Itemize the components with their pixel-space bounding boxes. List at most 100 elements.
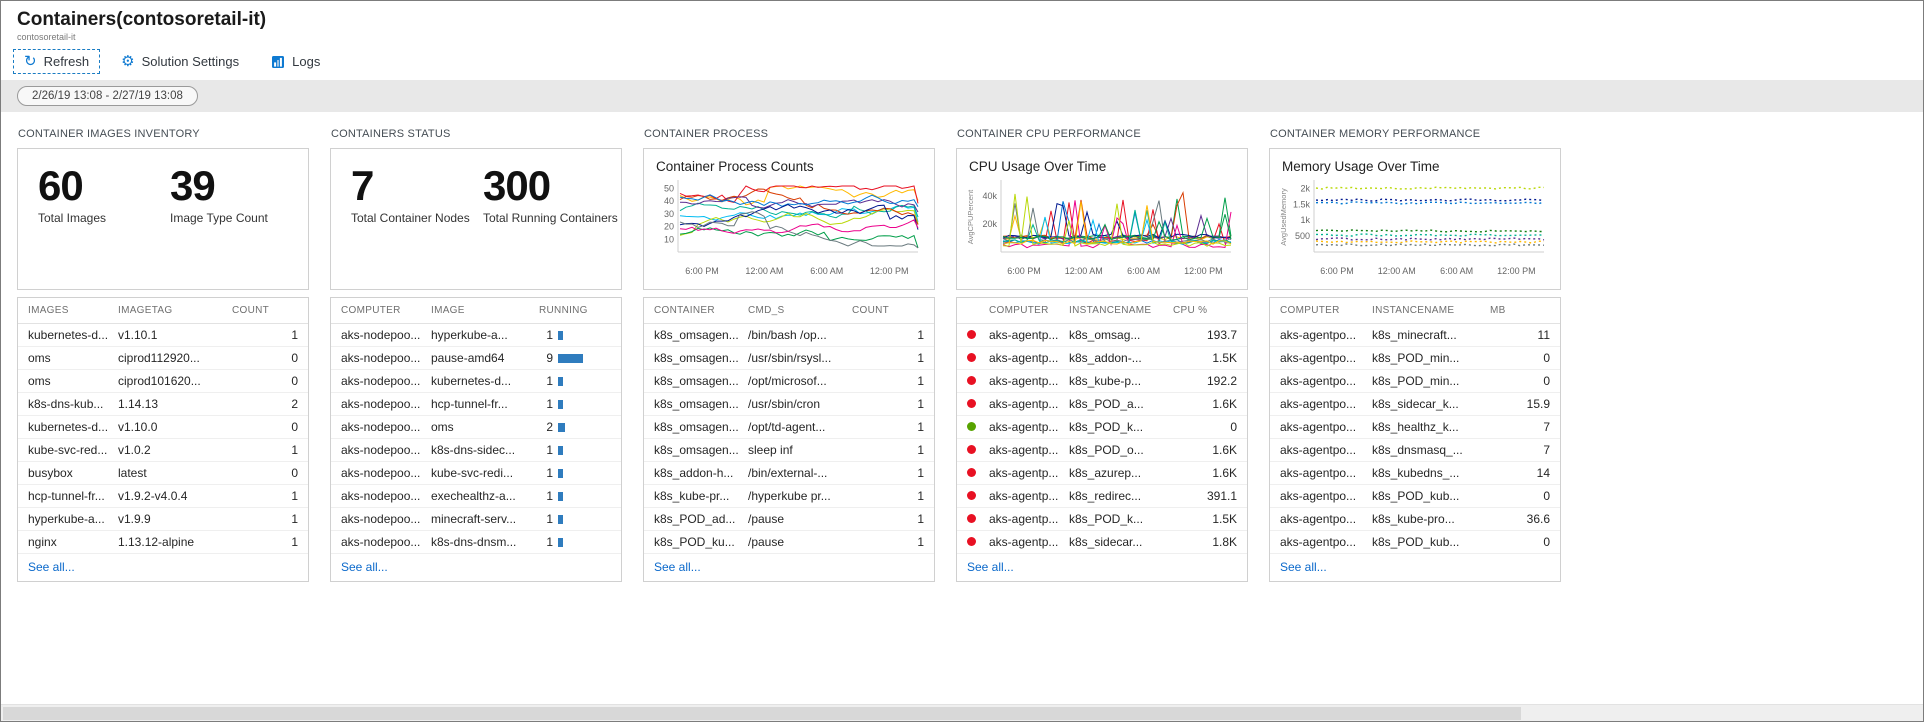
- cell: k8s_omsag...: [1069, 328, 1141, 342]
- cell: 0: [1543, 535, 1550, 549]
- table-row[interactable]: aks-agentpo... k8s_sidecar_k... 15.9: [1270, 393, 1560, 416]
- table-row[interactable]: aks-nodepoo... minecraft-serv... 1: [331, 508, 621, 531]
- cell: hyperkube-a...: [431, 328, 508, 342]
- table-row[interactable]: k8s_omsagen... /usr/sbin/rsysl... 1: [644, 347, 934, 370]
- scrollbar-thumb[interactable]: [3, 707, 1522, 720]
- table-row[interactable]: k8s_omsagen... sleep inf 1: [644, 439, 934, 462]
- containers-status-stats-tile[interactable]: 7 Total Container Nodes 300 Total Runnin…: [330, 148, 622, 290]
- cell: v1.10.0: [118, 420, 158, 434]
- table-row[interactable]: aks-agentp... k8s_omsag... 193.7: [957, 324, 1247, 347]
- cell: v1.9.9: [118, 512, 151, 526]
- cell: aks-nodepoo...: [341, 535, 421, 549]
- table-row[interactable]: aks-nodepoo... exechealthz-a... 1: [331, 485, 621, 508]
- process-counts-chart-tile[interactable]: Container Process Counts 50 40 30 20 10 6:00 …: [643, 148, 935, 290]
- cell: 1: [917, 443, 924, 457]
- running-bar: [558, 330, 563, 340]
- cell: aks-agentpo...: [1280, 512, 1357, 526]
- table-row[interactable]: oms ciprod112920... 0: [18, 347, 308, 370]
- horizontal-scrollbar[interactable]: [1, 704, 1923, 721]
- column-header: CMD_S: [748, 305, 785, 316]
- table-row[interactable]: aks-agentp... k8s_POD_a... 1.6K: [957, 393, 1247, 416]
- table-row[interactable]: aks-agentp... k8s_POD_o... 1.6K: [957, 439, 1247, 462]
- table-row[interactable]: aks-nodepoo... kube-svc-redi... 1: [331, 462, 621, 485]
- refresh-button[interactable]: ↻ Refresh: [13, 49, 101, 74]
- table-row[interactable]: oms ciprod101620... 0: [18, 370, 308, 393]
- table-row[interactable]: k8s_omsagen... /usr/sbin/cron 1: [644, 393, 934, 416]
- table-row[interactable]: aks-nodepoo... k8s-dns-sidec... 1: [331, 439, 621, 462]
- table-row[interactable]: aks-agentpo... k8s_dnsmasq_... 7: [1270, 439, 1560, 462]
- cell: nginx: [28, 535, 57, 549]
- cell: 1: [917, 328, 924, 342]
- table-row[interactable]: k8s_POD_ku... /pause 1: [644, 531, 934, 554]
- images-inventory-stats-tile[interactable]: 60 Total Images 39 Image Type Count: [17, 148, 309, 290]
- table-row[interactable]: aks-agentpo... k8s_minecraft... 11: [1270, 324, 1560, 347]
- table-row[interactable]: aks-agentp... k8s_sidecar... 1.8K: [957, 531, 1247, 554]
- table-row[interactable]: kube-svc-red... v1.0.2 1: [18, 439, 308, 462]
- solution-settings-button[interactable]: ⚙ Solution Settings: [110, 49, 250, 74]
- table-row[interactable]: busybox latest 0: [18, 462, 308, 485]
- table-row[interactable]: aks-agentp... k8s_POD_k... 0: [957, 416, 1247, 439]
- svg-text:50: 50: [664, 183, 674, 193]
- table-row[interactable]: aks-agentp... k8s_POD_k... 1.5K: [957, 508, 1247, 531]
- memory-usage-chart-tile[interactable]: Memory Usage Over Time 2k 1.5k 1k 500 6:00 P…: [1269, 148, 1561, 290]
- table-row[interactable]: aks-agentpo... k8s_POD_min... 0: [1270, 347, 1560, 370]
- cell: 1: [917, 512, 924, 526]
- table-body: kubernetes-d... v1.10.1 1 oms ciprod112920..…: [18, 324, 308, 554]
- table-row[interactable]: aks-agentpo... k8s_kubedns_... 14: [1270, 462, 1560, 485]
- table-row[interactable]: aks-nodepoo... k8s-dns-dnsm... 1: [331, 531, 621, 554]
- cell: /usr/sbin/cron: [748, 397, 821, 411]
- table-row[interactable]: aks-agentp... k8s_redirec... 391.1: [957, 485, 1247, 508]
- cell: 7: [1543, 443, 1550, 457]
- table-row[interactable]: k8s_omsagen... /bin/bash /op... 1: [644, 324, 934, 347]
- table-row[interactable]: kubernetes-d... v1.10.1 1: [18, 324, 308, 347]
- running-bar: [558, 353, 583, 363]
- table-row[interactable]: k8s-dns-kub... 1.14.13 2: [18, 393, 308, 416]
- cpu-usage-chart-tile[interactable]: CPU Usage Over Time 40k 20k 6:00 PM 12:00 A…: [956, 148, 1248, 290]
- table-row[interactable]: aks-agentpo... k8s_POD_kub... 0: [1270, 531, 1560, 554]
- table-row[interactable]: k8s_omsagen... /opt/microsof... 1: [644, 370, 934, 393]
- cell: v1.0.2: [118, 443, 151, 457]
- table-row[interactable]: aks-agentpo... k8s_healthz_k... 7: [1270, 416, 1560, 439]
- see-all-link[interactable]: See all...: [28, 560, 75, 574]
- table-row[interactable]: aks-nodepoo... oms 2: [331, 416, 621, 439]
- see-all-link[interactable]: See all...: [1280, 560, 1327, 574]
- running-cell: 1: [539, 443, 611, 457]
- cell: aks-nodepoo...: [341, 397, 421, 411]
- table-row[interactable]: aks-agentpo... k8s_POD_kub... 0: [1270, 485, 1560, 508]
- table-row[interactable]: k8s_POD_ad... /pause 1: [644, 508, 934, 531]
- svg-text:20: 20: [664, 222, 674, 232]
- running-count: 1: [546, 374, 553, 388]
- table-row[interactable]: kubernetes-d... v1.10.0 0: [18, 416, 308, 439]
- see-all-link[interactable]: See all...: [654, 560, 701, 574]
- column-header: INSTANCENAME: [1372, 305, 1455, 316]
- table-row[interactable]: aks-agentp... k8s_kube-p... 192.2: [957, 370, 1247, 393]
- logs-button[interactable]: Logs: [260, 49, 331, 74]
- date-range-pill[interactable]: 2/26/19 13:08 - 2/27/19 13:08: [17, 86, 198, 106]
- svg-text:6:00 AM: 6:00 AM: [810, 266, 843, 276]
- table-row[interactable]: aks-agentp... k8s_azurep... 1.6K: [957, 462, 1247, 485]
- table-row[interactable]: aks-agentpo... k8s_kube-pro... 36.6: [1270, 508, 1560, 531]
- svg-text:40: 40: [664, 196, 674, 206]
- chart-title: CPU Usage Over Time: [969, 159, 1107, 174]
- table-row[interactable]: aks-nodepoo... kubernetes-d... 1: [331, 370, 621, 393]
- table-row[interactable]: aks-agentpo... k8s_POD_min... 0: [1270, 370, 1560, 393]
- table-row[interactable]: k8s_addon-h... /bin/external-... 1: [644, 462, 934, 485]
- table-row[interactable]: hyperkube-a... v1.9.9 1: [18, 508, 308, 531]
- cell: kubernetes-d...: [28, 328, 109, 342]
- table-row[interactable]: aks-nodepoo... pause-amd64 9: [331, 347, 621, 370]
- status-cell: [967, 420, 989, 434]
- table-row[interactable]: aks-nodepoo... hyperkube-a... 1: [331, 324, 621, 347]
- cell: k8s_POD_kub...: [1372, 535, 1460, 549]
- column-header: IMAGES: [28, 305, 69, 316]
- running-count: 1: [546, 535, 553, 549]
- table-row[interactable]: aks-agentp... k8s_addon-... 1.5K: [957, 347, 1247, 370]
- see-all-link[interactable]: See all...: [341, 560, 388, 574]
- table-row[interactable]: k8s_omsagen... /opt/td-agent... 1: [644, 416, 934, 439]
- table-row[interactable]: k8s_kube-pr... /hyperkube pr... 1: [644, 485, 934, 508]
- table-row[interactable]: hcp-tunnel-fr... v1.9.2-v4.0.4 1: [18, 485, 308, 508]
- table-row[interactable]: nginx 1.13.12-alpine 1: [18, 531, 308, 554]
- cell: k8s_kube-p...: [1069, 374, 1142, 388]
- see-all-link[interactable]: See all...: [967, 560, 1014, 574]
- cell: aks-agentp...: [989, 443, 1059, 457]
- table-row[interactable]: aks-nodepoo... hcp-tunnel-fr... 1: [331, 393, 621, 416]
